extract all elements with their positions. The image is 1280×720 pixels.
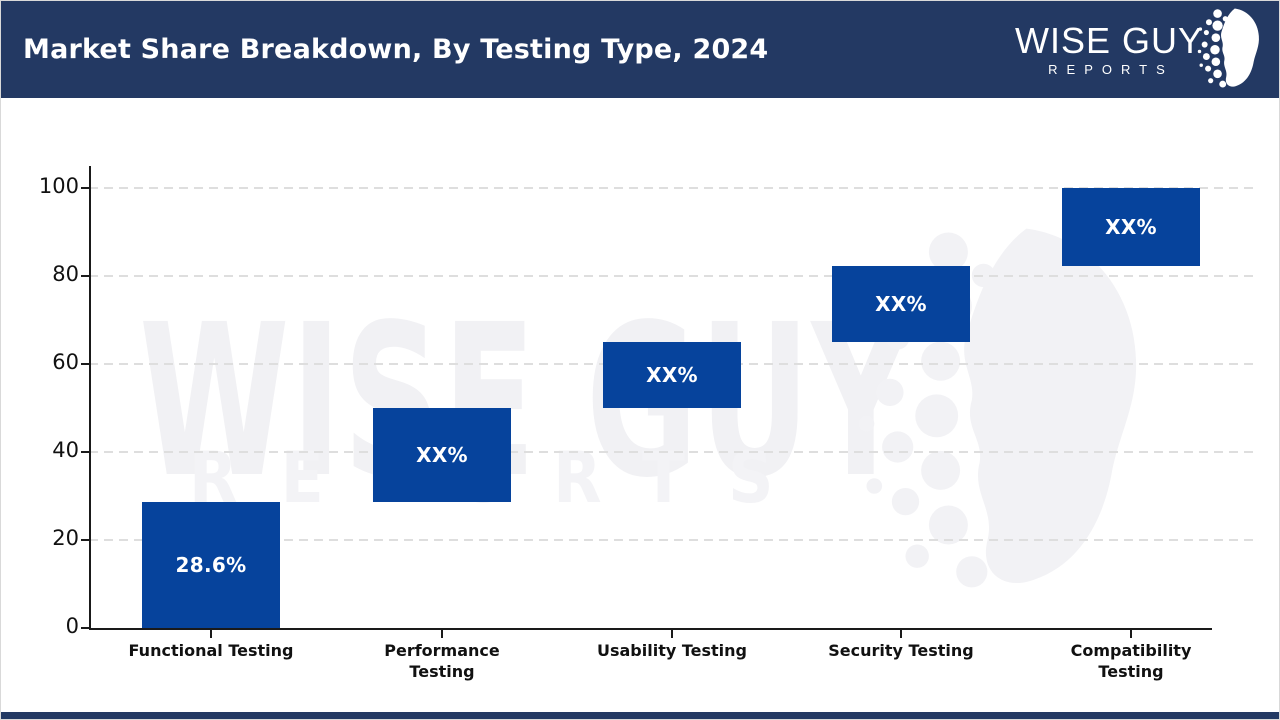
x-tick-mark-compatibility-testing xyxy=(1130,630,1132,638)
header-bar: Market Share Breakdown, By Testing Type,… xyxy=(1,1,1279,98)
footer-bar xyxy=(1,712,1279,719)
x-label-functional-testing: Functional Testing xyxy=(128,641,294,660)
bar-functional-testing: 28.6% xyxy=(142,502,280,628)
logo-text: WISE GUY REPORTS xyxy=(1014,19,1203,77)
y-tick-label-40: 40 xyxy=(52,438,79,462)
y-tick-label-100: 100 xyxy=(38,174,79,198)
bar-value-label-functional-testing: 28.6% xyxy=(175,553,247,578)
x-label-compatibility-testing: Compatibility Testing xyxy=(1070,641,1192,681)
gridline-20 xyxy=(89,539,1254,541)
y-tick-mark-100 xyxy=(81,187,89,189)
gridline-40 xyxy=(89,451,1254,453)
bar-security-testing: XX% xyxy=(832,265,970,342)
y-tick-label-0: 0 xyxy=(65,614,79,638)
bar-usability-testing: XX% xyxy=(603,342,741,408)
x-label-usability-testing: Usability Testing xyxy=(596,641,747,660)
y-axis-line xyxy=(89,166,91,630)
bar-value-label-performance-testing: XX% xyxy=(416,443,468,468)
gridline-100 xyxy=(89,187,1254,189)
bar-value-label-security-testing: XX% xyxy=(875,291,927,316)
y-tick-label-60: 60 xyxy=(52,350,79,374)
gridline-80 xyxy=(89,275,1254,277)
logo-head-icon xyxy=(1177,5,1265,95)
bar-compatibility-testing: XX% xyxy=(1062,188,1200,266)
x-label-performance-testing: Performance Testing xyxy=(384,641,500,681)
x-label-security-testing: Security Testing xyxy=(828,641,974,660)
wise-guy-reports-logo: WISE GUY REPORTS xyxy=(1015,5,1265,95)
page-title: Market Share Breakdown, By Testing Type,… xyxy=(23,34,769,65)
y-tick-mark-80 xyxy=(81,275,89,277)
x-tick-mark-functional-testing xyxy=(210,630,212,638)
bar-value-label-usability-testing: XX% xyxy=(646,363,698,387)
y-tick-label-80: 80 xyxy=(52,262,79,286)
logo-wordmark: WISE GUY xyxy=(1014,19,1203,61)
y-tick-mark-60 xyxy=(81,363,89,365)
bar-performance-testing: XX% xyxy=(373,408,511,503)
x-tick-mark-security-testing xyxy=(900,630,902,638)
y-tick-mark-20 xyxy=(81,539,89,541)
x-axis-line xyxy=(89,628,1212,630)
y-tick-label-20: 20 xyxy=(52,526,79,550)
y-tick-mark-40 xyxy=(81,451,89,453)
y-tick-mark-0 xyxy=(81,627,89,629)
x-tick-mark-performance-testing xyxy=(441,630,443,638)
logo-subtitle: REPORTS xyxy=(1048,61,1174,77)
x-tick-mark-usability-testing xyxy=(671,630,673,638)
bar-value-label-compatibility-testing: XX% xyxy=(1105,214,1157,239)
